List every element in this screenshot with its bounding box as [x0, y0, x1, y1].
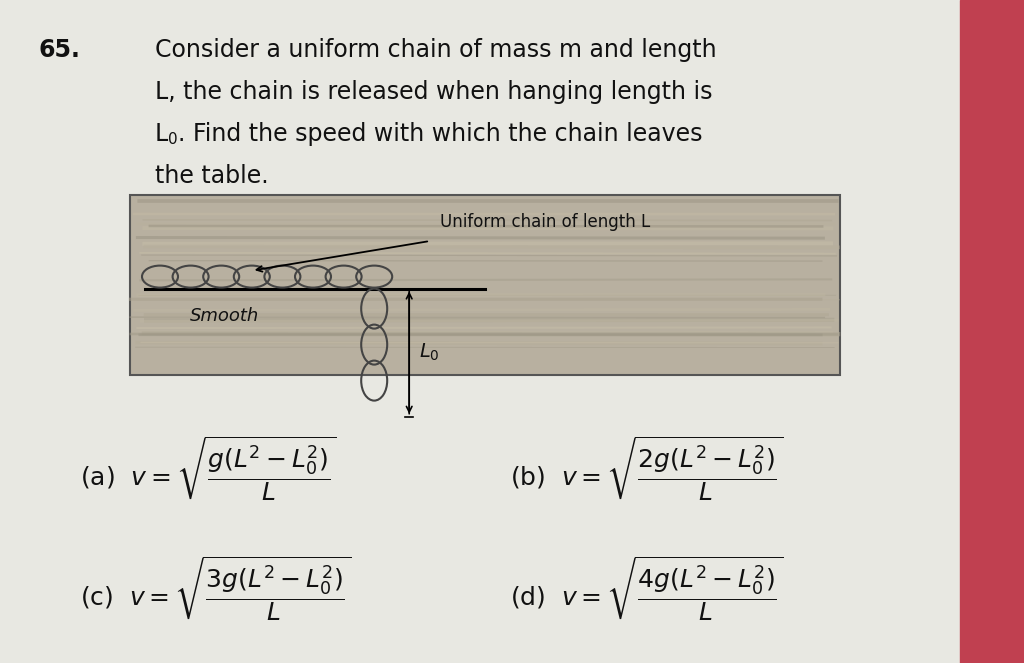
Text: L, the chain is released when hanging length is: L, the chain is released when hanging le… [155, 80, 713, 104]
Text: (d)  $v = \sqrt{\dfrac{4g(L^2 - L_0^2)}{L}}$: (d) $v = \sqrt{\dfrac{4g(L^2 - L_0^2)}{L… [510, 555, 783, 624]
Text: Uniform chain of length L: Uniform chain of length L [440, 213, 650, 231]
Bar [130, 195, 840, 375]
Text: (b)  $v = \sqrt{\dfrac{2g(L^2 - L_0^2)}{L}}$: (b) $v = \sqrt{\dfrac{2g(L^2 - L_0^2)}{L… [510, 435, 783, 504]
Text: L: L [155, 122, 168, 146]
Text: $L_0$: $L_0$ [419, 342, 440, 363]
Text: 0: 0 [168, 132, 177, 147]
Text: (c)  $v = \sqrt{\dfrac{3g(L^2 - L_0^2)}{L}}$: (c) $v = \sqrt{\dfrac{3g(L^2 - L_0^2)}{L… [80, 555, 351, 624]
Text: Consider a uniform chain of mass m and length: Consider a uniform chain of mass m and l… [155, 38, 717, 62]
Text: 65.: 65. [38, 38, 80, 62]
Text: Smooth: Smooth [190, 306, 259, 325]
Bar [961, 0, 1024, 663]
Text: (a)  $v = \sqrt{\dfrac{g(L^2 - L_0^2)}{L}}$: (a) $v = \sqrt{\dfrac{g(L^2 - L_0^2)}{L}… [80, 435, 337, 504]
Text: the table.: the table. [155, 164, 268, 188]
Text: . Find the speed with which the chain leaves: . Find the speed with which the chain le… [178, 122, 702, 146]
